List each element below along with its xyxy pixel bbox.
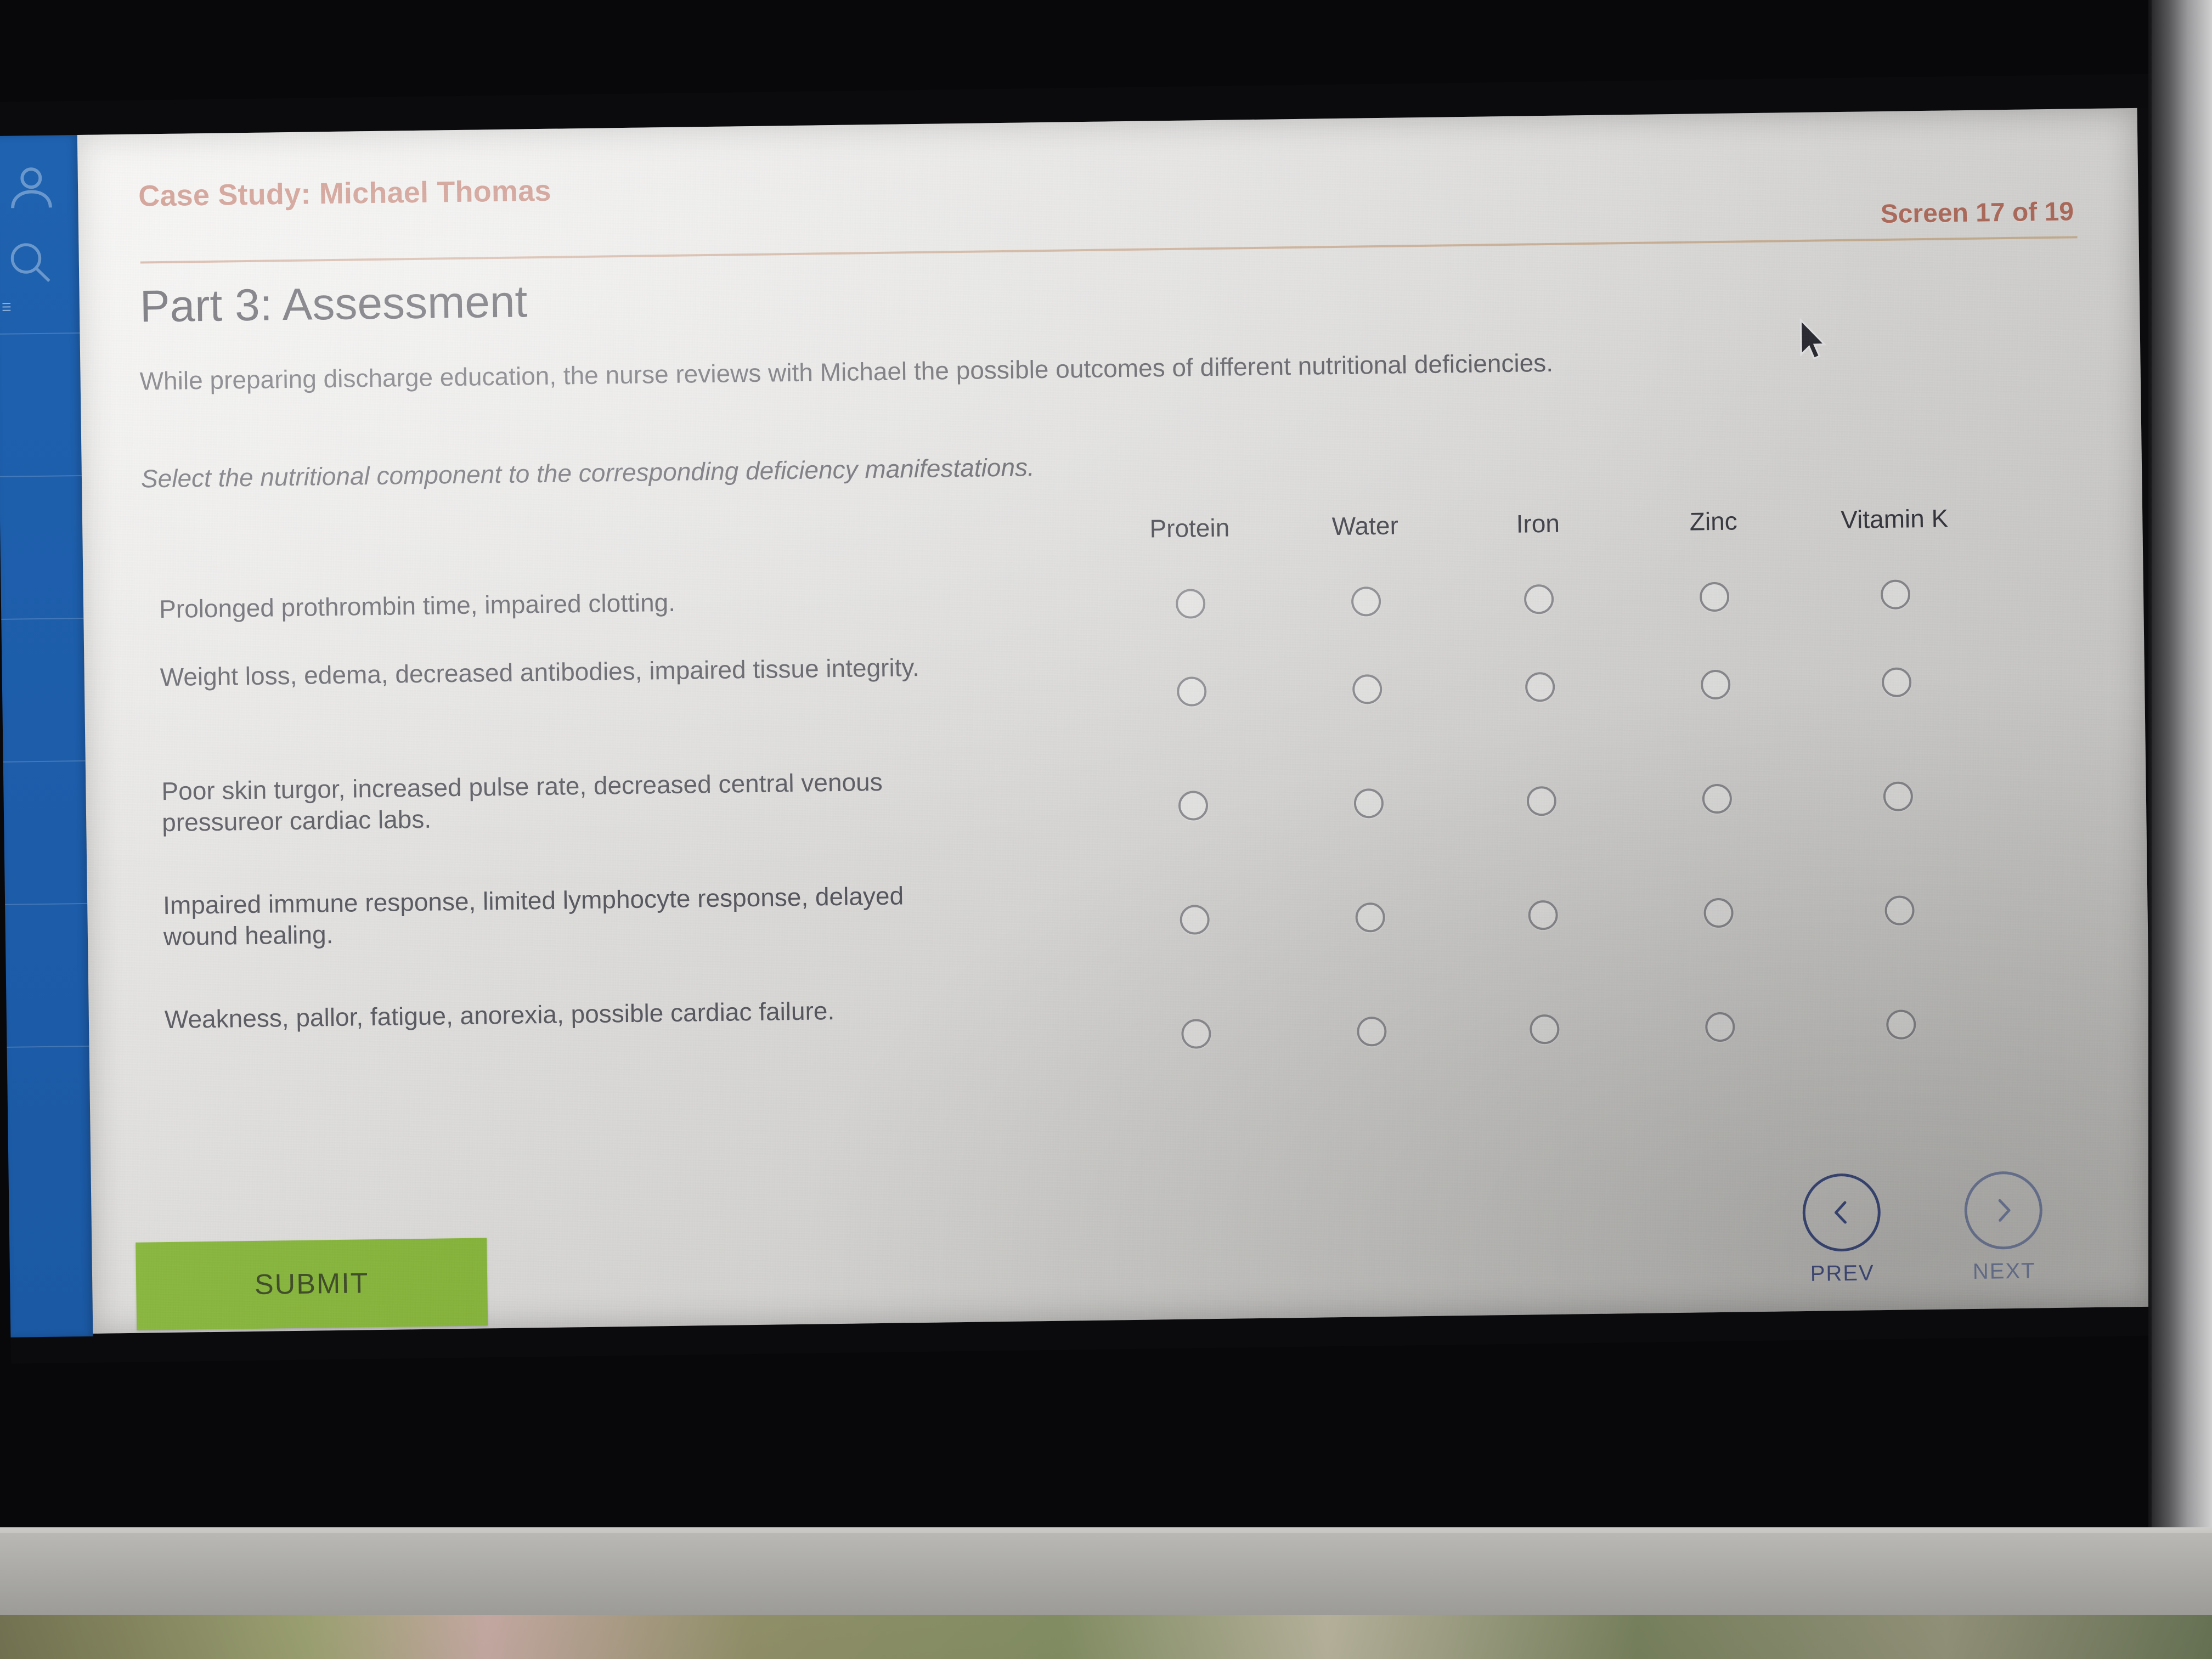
- radio-r3-vitamin-k[interactable]: [1883, 781, 1914, 812]
- radio-r2-zinc[interactable]: [1700, 669, 1731, 700]
- radio-r3-iron[interactable]: [1526, 786, 1557, 816]
- row-label: Poor skin turgor, increased pulse rate, …: [161, 767, 883, 837]
- sidebar-divider: [3, 760, 86, 763]
- next-button-circle[interactable]: [1963, 1171, 2043, 1250]
- radio-r1-vitamin-k[interactable]: [1880, 579, 1911, 610]
- intro-paragraph: While preparing discharge education, the…: [139, 348, 1554, 396]
- prev-button[interactable]: PREV: [1795, 1173, 1889, 1286]
- radio-r2-iron[interactable]: [1525, 672, 1555, 702]
- radio-r4-water[interactable]: [1355, 902, 1386, 933]
- sidebar-divider: [5, 902, 88, 905]
- column-header-zinc: Zinc: [1689, 506, 1738, 536]
- radio-r4-iron[interactable]: [1528, 900, 1558, 930]
- monitor-bezel-right: [2152, 0, 2212, 1580]
- screen: ☰ Case Study: Michael Thomas Screen 17 o…: [0, 73, 2194, 1364]
- radio-r5-protein[interactable]: [1181, 1019, 1211, 1049]
- magnifier-icon[interactable]: [2, 234, 63, 289]
- radio-r3-zinc[interactable]: [1702, 783, 1733, 814]
- radio-r3-water[interactable]: [1353, 788, 1384, 819]
- mouse-pointer-icon: [1797, 318, 1830, 365]
- chevron-right-icon: [1986, 1193, 2021, 1228]
- radio-r1-protein[interactable]: [1175, 589, 1206, 619]
- radio-r4-zinc[interactable]: [1703, 898, 1734, 928]
- header-divider: [140, 236, 2078, 264]
- radio-r5-water[interactable]: [1357, 1016, 1387, 1047]
- sidebar-divider: [7, 1045, 89, 1048]
- screen-counter: Screen 17 of 19: [1880, 197, 2074, 229]
- prev-button-label: PREV: [1810, 1261, 1875, 1286]
- radio-r4-vitamin-k[interactable]: [1884, 895, 1915, 926]
- sidebar-divider: [0, 332, 80, 335]
- sidebar-item-label: ☰: [1, 301, 12, 314]
- column-header-iron: Iron: [1516, 509, 1560, 538]
- section-heading: Part 3: Assessment: [139, 276, 528, 332]
- next-button-label: NEXT: [1972, 1259, 2036, 1284]
- background-foliage: [0, 1615, 2212, 1659]
- column-header-vitamin-k: Vitamin K: [1840, 504, 1949, 534]
- row-label: Weakness, pallor, fatigue, anorexia, pos…: [164, 996, 835, 1034]
- radio-r1-zinc[interactable]: [1699, 582, 1730, 612]
- radio-r2-vitamin-k[interactable]: [1881, 667, 1912, 698]
- radio-r1-water[interactable]: [1351, 586, 1381, 617]
- row-label: Impaired immune response, limited lympho…: [162, 881, 904, 951]
- row-label: Weight loss, edema, decreased antibodies…: [160, 653, 920, 692]
- column-header-water: Water: [1331, 511, 1399, 541]
- prev-button-circle[interactable]: [1802, 1173, 1881, 1252]
- radio-r2-water[interactable]: [1352, 674, 1383, 704]
- radio-r2-protein[interactable]: [1176, 676, 1207, 707]
- matching-matrix: Protein Water Iron Zinc Vitamin K Prolon…: [142, 501, 2101, 1110]
- radio-r5-zinc[interactable]: [1705, 1012, 1735, 1042]
- lesson-content-card: Case Study: Michael Thomas Screen 17 of …: [77, 108, 2153, 1334]
- radio-r5-vitamin-k[interactable]: [1886, 1009, 1916, 1040]
- app-sidebar[interactable]: ☰: [0, 135, 93, 1338]
- user-profile-icon[interactable]: [1, 157, 61, 218]
- radio-r3-protein[interactable]: [1178, 791, 1209, 821]
- submit-button-label: SUBMIT: [254, 1267, 369, 1301]
- next-button[interactable]: NEXT: [1956, 1171, 2051, 1284]
- radio-r5-iron[interactable]: [1530, 1014, 1560, 1045]
- page-title: Case Study: Michael Thomas: [138, 174, 552, 213]
- radio-r1-iron[interactable]: [1523, 584, 1554, 614]
- instruction-text: Select the nutritional component to the …: [140, 453, 1035, 493]
- column-header-protein: Protein: [1149, 513, 1230, 543]
- submit-button[interactable]: SUBMIT: [136, 1238, 488, 1330]
- sidebar-divider: [0, 475, 82, 477]
- radio-r4-protein[interactable]: [1180, 905, 1210, 935]
- sidebar-divider: [1, 617, 84, 620]
- row-label: Prolonged prothrombin time, impaired clo…: [159, 588, 676, 624]
- chevron-left-icon: [1824, 1195, 1859, 1230]
